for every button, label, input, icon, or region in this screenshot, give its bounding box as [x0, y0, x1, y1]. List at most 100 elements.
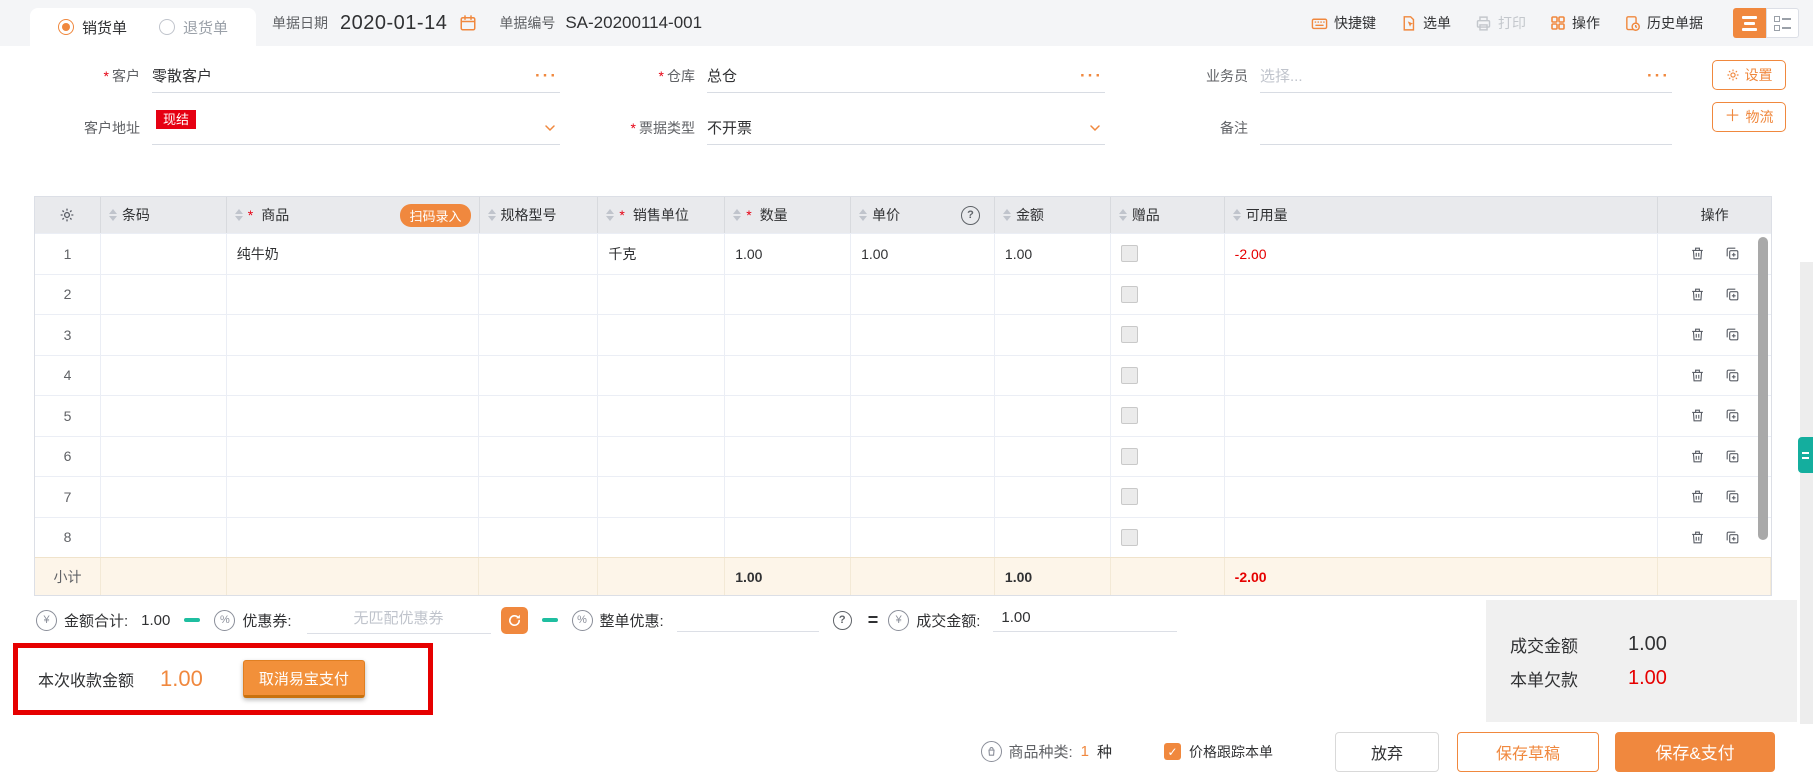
cell-unit[interactable] — [598, 355, 726, 395]
cell-qty[interactable] — [725, 355, 852, 395]
date-value[interactable]: 2020-01-14 — [340, 11, 448, 34]
copy-row-icon[interactable] — [1725, 368, 1740, 383]
sort-icon[interactable] — [487, 209, 496, 221]
cell-barcode[interactable] — [101, 315, 227, 355]
gift-checkbox[interactable] — [1120, 326, 1138, 344]
column-header-qty[interactable]: * 数量 — [725, 197, 852, 233]
cell-gift[interactable] — [1111, 315, 1225, 355]
column-header-index[interactable] — [35, 197, 101, 233]
cell-price[interactable] — [851, 315, 995, 355]
abandon-button[interactable]: 放弃 — [1335, 731, 1439, 772]
sort-icon[interactable] — [1118, 209, 1127, 221]
cell-available[interactable] — [1225, 396, 1659, 436]
cell-amount[interactable] — [995, 396, 1111, 436]
order-discount-input[interactable] — [676, 609, 819, 632]
cell-barcode[interactable] — [101, 355, 227, 395]
logistics-button[interactable]: ＋ 物流 — [1712, 102, 1786, 132]
cell-unit[interactable] — [598, 517, 726, 557]
cell-amount[interactable] — [995, 315, 1111, 355]
warehouse-input[interactable]: 总仓 ··· — [707, 60, 1105, 93]
cell-qty[interactable] — [725, 396, 852, 436]
cell-ops[interactable] — [1658, 437, 1771, 477]
cell-qty[interactable] — [725, 477, 852, 517]
cell-product[interactable]: 纯牛奶 — [227, 234, 480, 274]
delete-row-icon[interactable] — [1690, 246, 1705, 261]
cell-unit[interactable]: 千克 — [598, 234, 726, 274]
copy-row-icon[interactable] — [1725, 246, 1740, 261]
cell-ops[interactable] — [1658, 275, 1771, 315]
gift-checkbox[interactable] — [1120, 285, 1138, 303]
side-drawer-tab[interactable] — [1798, 437, 1813, 473]
copy-row-icon[interactable] — [1725, 489, 1740, 504]
sort-icon[interactable] — [1002, 209, 1011, 221]
cell-gift[interactable] — [1111, 396, 1225, 436]
cell-available[interactable] — [1225, 274, 1659, 314]
warehouse-picker-icon[interactable]: ··· — [1080, 65, 1103, 85]
deal-amount-input[interactable]: 1.00 — [993, 609, 1178, 632]
cell-product[interactable] — [227, 477, 480, 517]
cell-amount[interactable] — [995, 274, 1111, 314]
sort-icon[interactable] — [234, 209, 243, 221]
cell-price[interactable] — [851, 517, 995, 557]
print-button[interactable]: 打印 — [1475, 13, 1526, 33]
delete-row-icon[interactable] — [1690, 368, 1705, 383]
copy-row-icon[interactable] — [1725, 287, 1740, 302]
cell-spec[interactable] — [479, 396, 599, 436]
column-header-amount[interactable]: 金额 — [995, 197, 1111, 233]
cell-barcode[interactable] — [101, 234, 227, 274]
cell-available[interactable] — [1225, 477, 1659, 517]
shortcuts-button[interactable]: 快捷键 — [1311, 13, 1376, 33]
tab-sales-order[interactable]: 销货单 — [58, 17, 127, 38]
salesman-input[interactable]: 选择... ··· — [1260, 60, 1672, 93]
cell-spec[interactable] — [479, 436, 599, 476]
cell-gift[interactable] — [1111, 274, 1225, 314]
cell-ops[interactable] — [1658, 356, 1771, 396]
cell-product[interactable] — [227, 315, 480, 355]
delete-row-icon[interactable] — [1690, 327, 1705, 342]
gift-checkbox[interactable] — [1120, 366, 1138, 384]
cell-unit[interactable] — [598, 274, 726, 314]
detail-view-toggle[interactable] — [1766, 8, 1799, 38]
gear-icon[interactable] — [59, 207, 75, 223]
cell-product[interactable] — [227, 517, 480, 557]
column-header-product[interactable]: * 商品 扫码录入 — [227, 197, 480, 233]
cell-ops[interactable] — [1658, 396, 1771, 436]
cell-product[interactable] — [227, 396, 480, 436]
coupon-input[interactable]: 无匹配优惠券 — [306, 607, 491, 634]
delete-row-icon[interactable] — [1690, 489, 1705, 504]
column-header-spec[interactable]: 规格型号 — [480, 197, 599, 233]
customer-picker-icon[interactable]: ··· — [535, 65, 558, 85]
cell-qty[interactable] — [725, 315, 852, 355]
column-header-barcode[interactable]: 条码 — [101, 197, 227, 233]
cell-barcode[interactable] — [101, 274, 227, 314]
cell-amount[interactable] — [995, 355, 1111, 395]
cell-available[interactable] — [1225, 436, 1659, 476]
gift-checkbox[interactable] — [1120, 528, 1138, 546]
cell-gift[interactable] — [1111, 234, 1225, 274]
sort-icon[interactable] — [1232, 209, 1241, 221]
cell-spec[interactable] — [479, 477, 599, 517]
cell-barcode[interactable] — [101, 436, 227, 476]
column-header-ops[interactable]: 操作 — [1700, 207, 1729, 223]
delete-row-icon[interactable] — [1690, 408, 1705, 423]
cell-available[interactable] — [1225, 355, 1659, 395]
help-icon[interactable]: ? — [832, 610, 852, 630]
sort-icon[interactable] — [859, 209, 868, 221]
save-draft-button[interactable]: 保存草稿 — [1457, 731, 1599, 772]
cell-spec[interactable] — [479, 315, 599, 355]
settings-button[interactable]: 设置 — [1712, 60, 1786, 90]
cell-spec[interactable] — [479, 274, 599, 314]
gift-checkbox[interactable] — [1120, 245, 1138, 263]
list-view-toggle[interactable] — [1733, 8, 1766, 38]
cell-gift[interactable] — [1111, 355, 1225, 395]
select-order-button[interactable]: 选单 — [1400, 13, 1451, 33]
cell-price[interactable] — [851, 477, 995, 517]
scan-entry-button[interactable]: 扫码录入 — [400, 203, 471, 227]
cell-product[interactable] — [227, 274, 480, 314]
sort-icon[interactable] — [108, 209, 117, 221]
cell-barcode[interactable] — [101, 396, 227, 436]
cell-gift[interactable] — [1111, 436, 1225, 476]
cell-qty[interactable] — [725, 517, 852, 557]
remark-input[interactable] — [1260, 112, 1672, 145]
save-and-pay-button[interactable]: 保存&支付 — [1615, 731, 1775, 772]
